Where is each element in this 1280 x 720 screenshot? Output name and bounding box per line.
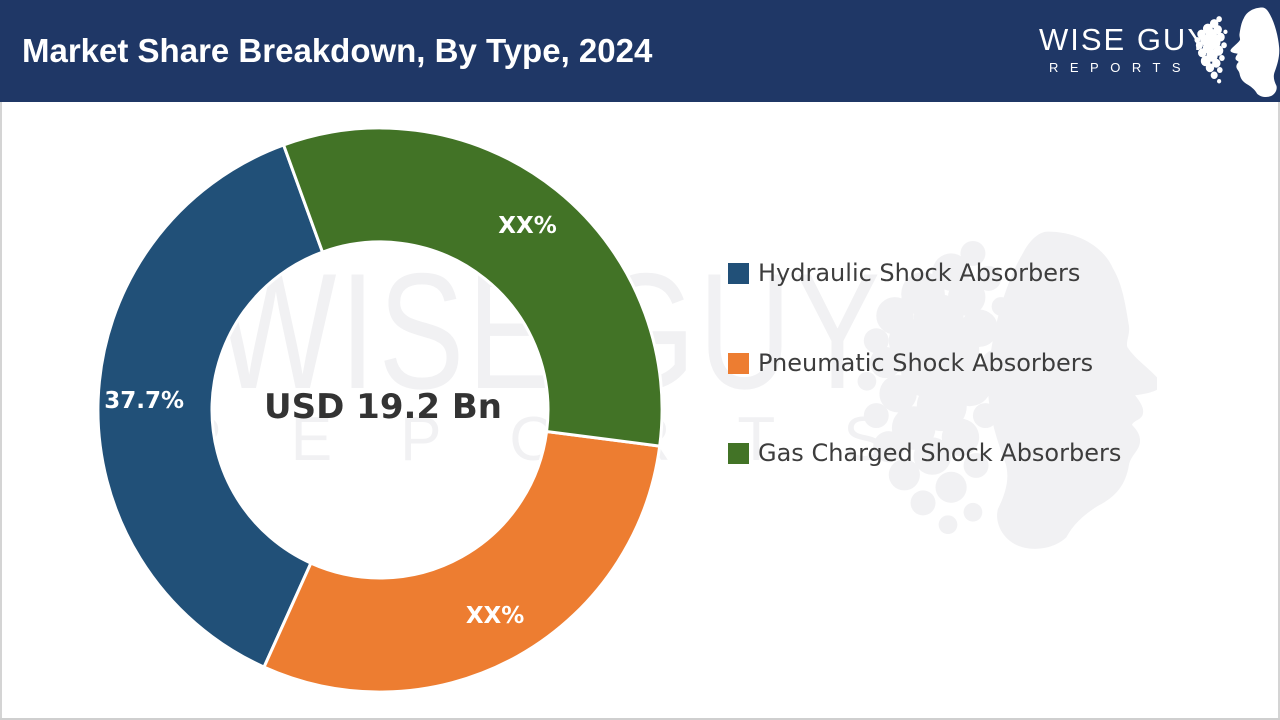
legend-label: Hydraulic Shock Absorbers — [758, 259, 1081, 287]
donut-center-value: USD 19.2 Bn — [264, 387, 502, 427]
segment-label: XX% — [466, 603, 525, 629]
logo-wordmark: WISE GUY — [1038, 22, 1210, 57]
logo-face-icon — [1194, 7, 1280, 98]
legend: Hydraulic Shock Absorbers Pneumatic Shock… — [728, 259, 1122, 532]
legend-swatch — [728, 262, 749, 284]
frame-border-bottom — [0, 718, 1280, 720]
wiseguy-logo: WISE GUY REPORTS — [1038, 22, 1210, 74]
segment-label: XX% — [498, 213, 557, 239]
legend-swatch — [728, 352, 749, 374]
legend-item: Pneumatic Shock Absorbers — [728, 349, 1121, 377]
legend-label: Gas Charged Shock Absorbers — [758, 439, 1122, 467]
legend-item: Gas Charged Shock Absorbers — [728, 439, 1122, 467]
legend-swatch — [728, 442, 749, 464]
legend-label: Pneumatic Shock Absorbers — [758, 349, 1094, 377]
frame-border-right — [1278, 0, 1280, 720]
page-title: Market Share Breakdown, By Type, 2024 — [22, 32, 653, 69]
legend-item: Hydraulic Shock Absorbers — [728, 259, 1121, 287]
header: Market Share Breakdown, By Type, 2024 WI… — [0, 0, 1280, 102]
watermark-face-icon — [857, 231, 1157, 549]
logo-subtext: REPORTS — [1048, 59, 1193, 75]
frame-border-left — [0, 0, 2, 720]
segment-label: 37.7% — [104, 388, 184, 414]
